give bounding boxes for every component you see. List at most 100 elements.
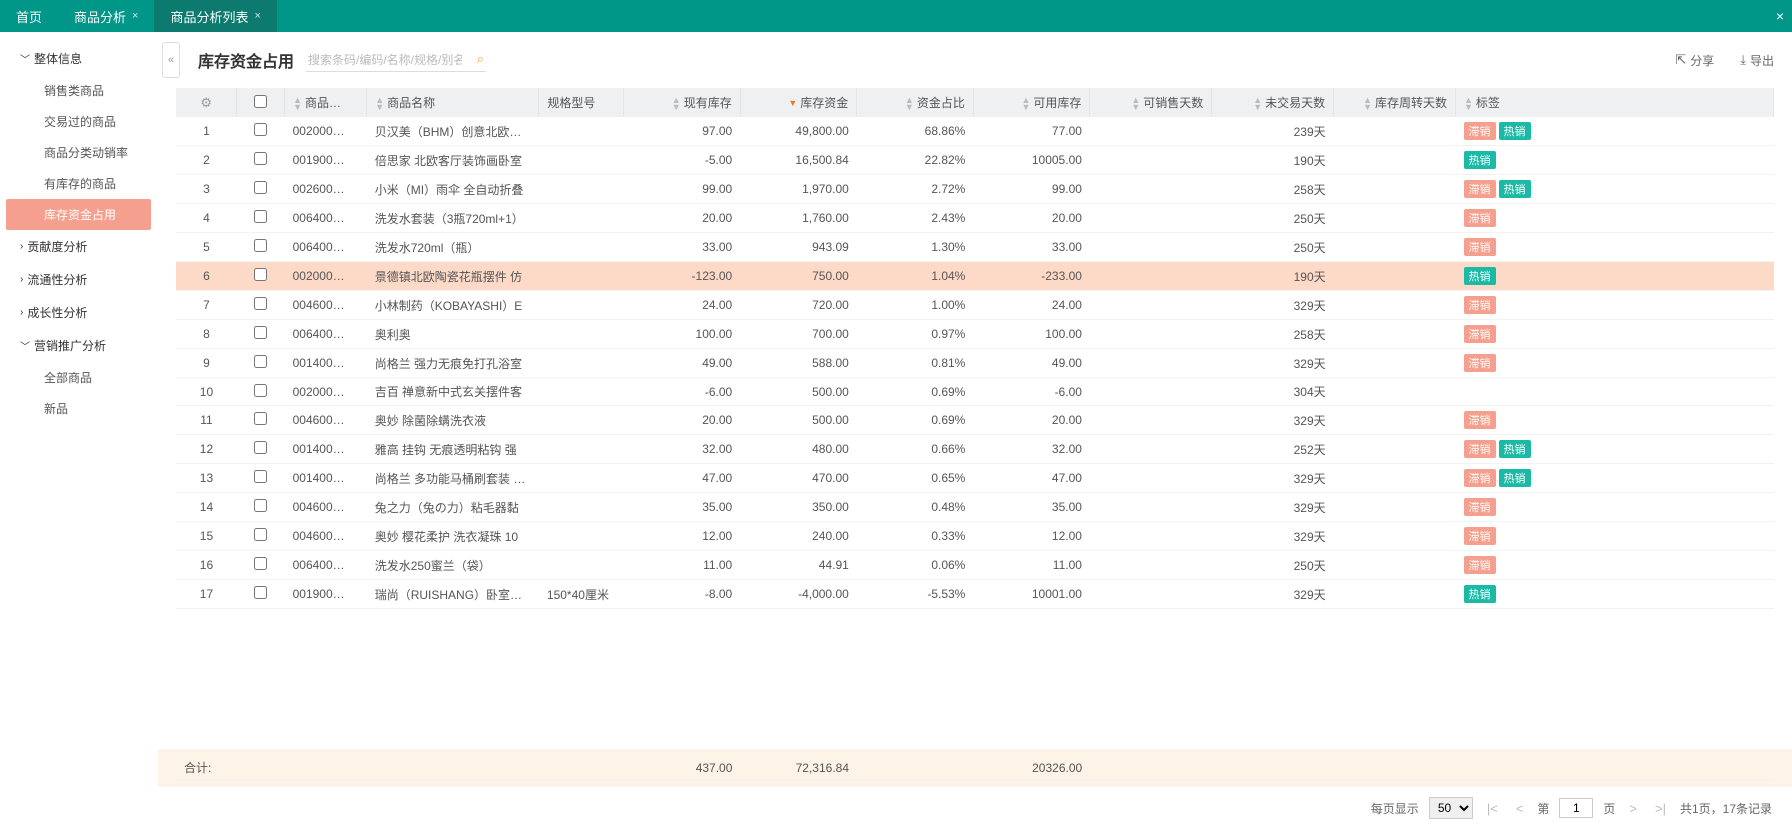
sidebar-item-4-0[interactable]: 全部商品 bbox=[0, 362, 157, 393]
sidebar-group-4[interactable]: ﹀营销推广分析 bbox=[0, 329, 157, 362]
tag-hot: 热销 bbox=[1499, 122, 1531, 140]
table-row[interactable]: 2001900…倍思家 北欧客厅装饰画卧室-5.0016,500.8422.82… bbox=[176, 146, 1774, 175]
cell-idx: 9 bbox=[176, 349, 237, 378]
cell-saledays bbox=[1090, 464, 1212, 493]
cell-spec bbox=[539, 146, 624, 175]
prev-page-button[interactable]: < bbox=[1512, 801, 1528, 816]
cell-checkbox bbox=[237, 117, 285, 146]
select-all-checkbox[interactable] bbox=[254, 95, 267, 108]
row-checkbox[interactable] bbox=[254, 384, 267, 397]
table-row[interactable]: 10002000…吉百 禅意新中式玄关摆件客-6.00500.000.69%-6… bbox=[176, 378, 1774, 406]
tab-close-icon[interactable]: × bbox=[132, 10, 138, 22]
table-row[interactable]: 1002000…贝汉美（BHM）创意北欧…97.0049,800.0068.86… bbox=[176, 117, 1774, 146]
col-avail[interactable]: ▲▼可用库存 bbox=[973, 88, 1090, 117]
sidebar-item-0-1[interactable]: 交易过的商品 bbox=[0, 106, 157, 137]
toolbar: « 库存资金占用 ⌕ ⇱ 分享 ⤓ 导出 bbox=[158, 32, 1792, 88]
row-checkbox[interactable] bbox=[254, 557, 267, 570]
table-row[interactable]: 12001400…雅高 挂钩 无痕透明粘钩 强32.00480.000.66%3… bbox=[176, 435, 1774, 464]
sidebar-item-0-2[interactable]: 商品分类动销率 bbox=[0, 137, 157, 168]
table-row[interactable]: 6002000…景德镇北欧陶瓷花瓶摆件 仿-123.00750.001.04%-… bbox=[176, 262, 1774, 291]
table-row[interactable]: 7004600…小林制药（KOBAYASHI）E24.00720.001.00%… bbox=[176, 291, 1774, 320]
page-summary: 共1页，17条记录 bbox=[1680, 800, 1772, 817]
cell-name: 瑞尚（RUISHANG）卧室… bbox=[367, 580, 539, 609]
table-row[interactable]: 3002600…小米（MI）雨伞 全自动折叠99.001,970.002.72%… bbox=[176, 175, 1774, 204]
col-code[interactable]: ▲▼商品… bbox=[285, 88, 367, 117]
row-checkbox[interactable] bbox=[254, 239, 267, 252]
cell-spec bbox=[539, 262, 624, 291]
cell-ratio: 0.65% bbox=[857, 464, 974, 493]
row-checkbox[interactable] bbox=[254, 297, 267, 310]
cell-stock: 47.00 bbox=[624, 464, 741, 493]
table-row[interactable]: 9001400…尚格兰 强力无痕免打孔浴室49.00588.000.81%49.… bbox=[176, 349, 1774, 378]
tab-1[interactable]: 商品分析× bbox=[58, 0, 154, 32]
row-checkbox[interactable] bbox=[254, 268, 267, 281]
tab-close-icon[interactable]: × bbox=[254, 10, 260, 22]
sidebar-group-3[interactable]: ›成长性分析 bbox=[0, 296, 157, 329]
row-checkbox[interactable] bbox=[254, 499, 267, 512]
col-settings[interactable]: ⚙ bbox=[176, 88, 237, 117]
table-row[interactable]: 15004600…奥妙 樱花柔护 洗衣凝珠 1012.00240.000.33%… bbox=[176, 522, 1774, 551]
table-row[interactable]: 8006400…奥利奥100.00700.000.97%100.00258天滞销 bbox=[176, 320, 1774, 349]
share-button[interactable]: ⇱ 分享 bbox=[1675, 52, 1714, 69]
cell-fund: 350.00 bbox=[740, 493, 857, 522]
sidebar-item-4-1[interactable]: 新品 bbox=[0, 393, 157, 424]
col-saledays[interactable]: ▲▼可销售天数 bbox=[1090, 88, 1212, 117]
row-checkbox[interactable] bbox=[254, 412, 267, 425]
cell-name: 景德镇北欧陶瓷花瓶摆件 仿 bbox=[367, 262, 539, 291]
col-turndays[interactable]: ▲▼库存周转天数 bbox=[1334, 88, 1456, 117]
table-row[interactable]: 14004600…兔之力（兔の力）粘毛器黏35.00350.000.48%35.… bbox=[176, 493, 1774, 522]
cell-fund: 1,970.00 bbox=[740, 175, 857, 204]
row-checkbox[interactable] bbox=[254, 528, 267, 541]
table-row[interactable]: 5006400…洗发水720ml（瓶）33.00943.091.30%33.00… bbox=[176, 233, 1774, 262]
search-input[interactable] bbox=[306, 49, 486, 72]
col-tags[interactable]: ▲▼标签 bbox=[1456, 88, 1774, 117]
table-row[interactable]: 4006400…洗发水套装（3瓶720ml+1）20.001,760.002.4… bbox=[176, 204, 1774, 233]
col-spec[interactable]: 规格型号 bbox=[539, 88, 624, 117]
tab-2[interactable]: 商品分析列表× bbox=[154, 0, 276, 32]
last-page-button[interactable]: >| bbox=[1651, 801, 1670, 816]
row-checkbox[interactable] bbox=[254, 586, 267, 599]
sidebar-group-1[interactable]: ›贡献度分析 bbox=[0, 230, 157, 263]
first-page-button[interactable]: |< bbox=[1483, 801, 1502, 816]
tag-slow: 滞销 bbox=[1464, 469, 1496, 487]
table-row[interactable]: 13001400…尚格兰 多功能马桶刷套装 …47.00470.000.65%4… bbox=[176, 464, 1774, 493]
next-page-button[interactable]: > bbox=[1625, 801, 1641, 816]
row-checkbox[interactable] bbox=[254, 123, 267, 136]
sidebar-item-0-4[interactable]: 库存资金占用 bbox=[6, 199, 151, 230]
col-notxndays[interactable]: ▲▼未交易天数 bbox=[1212, 88, 1334, 117]
sidebar-group-2[interactable]: ›流通性分析 bbox=[0, 263, 157, 296]
collapse-sidebar-button[interactable]: « bbox=[162, 42, 180, 78]
row-checkbox[interactable] bbox=[254, 152, 267, 165]
col-select-all[interactable] bbox=[237, 88, 285, 117]
sidebar-group-label: 成长性分析 bbox=[27, 304, 87, 321]
sidebar-item-0-0[interactable]: 销售类商品 bbox=[0, 75, 157, 106]
sidebar-group-0[interactable]: ﹀整体信息 bbox=[0, 42, 157, 75]
search-icon[interactable]: ⌕ bbox=[477, 51, 484, 67]
cell-tags: 滞销 bbox=[1456, 522, 1774, 551]
cell-saledays bbox=[1090, 262, 1212, 291]
page-input[interactable] bbox=[1559, 798, 1593, 818]
tag-slow: 滞销 bbox=[1464, 325, 1496, 343]
cell-notxndays: 329天 bbox=[1212, 291, 1334, 320]
row-checkbox[interactable] bbox=[254, 441, 267, 454]
export-label: 导出 bbox=[1750, 52, 1774, 69]
row-checkbox[interactable] bbox=[254, 470, 267, 483]
table-row[interactable]: 17001900…瑞尚（RUISHANG）卧室…150*40厘米-8.00-4,… bbox=[176, 580, 1774, 609]
table-row[interactable]: 16006400…洗发水250蜜兰（袋）11.0044.910.06%11.00… bbox=[176, 551, 1774, 580]
export-button[interactable]: ⤓ 导出 bbox=[1740, 52, 1774, 69]
row-checkbox[interactable] bbox=[254, 181, 267, 194]
cell-stock: 33.00 bbox=[624, 233, 741, 262]
col-ratio[interactable]: ▲▼资金占比 bbox=[857, 88, 974, 117]
sidebar-item-0-3[interactable]: 有库存的商品 bbox=[0, 168, 157, 199]
row-checkbox[interactable] bbox=[254, 326, 267, 339]
per-page-select[interactable]: 50 bbox=[1429, 797, 1473, 819]
table-row[interactable]: 11004600…奥妙 除菌除螨洗衣液20.00500.000.69%20.00… bbox=[176, 406, 1774, 435]
tab-0[interactable]: 首页 bbox=[0, 0, 58, 32]
row-checkbox[interactable] bbox=[254, 355, 267, 368]
col-fund[interactable]: ▼库存资金 bbox=[740, 88, 857, 117]
col-stock[interactable]: ▲▼现有库存 bbox=[624, 88, 741, 117]
row-checkbox[interactable] bbox=[254, 210, 267, 223]
close-all-tabs[interactable]: × bbox=[1776, 0, 1784, 32]
col-name[interactable]: ▲▼商品名称 bbox=[367, 88, 539, 117]
cell-stock: 49.00 bbox=[624, 349, 741, 378]
